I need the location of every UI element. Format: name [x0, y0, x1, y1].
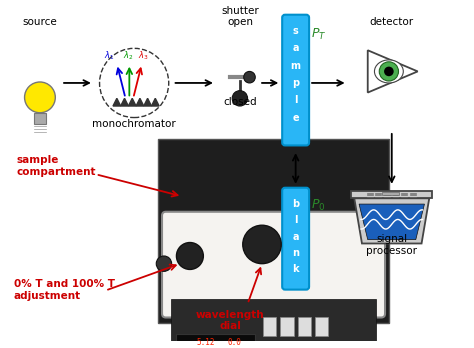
- FancyBboxPatch shape: [162, 212, 385, 317]
- Text: k: k: [292, 264, 299, 275]
- FancyBboxPatch shape: [163, 261, 384, 318]
- Text: n: n: [292, 248, 299, 258]
- FancyBboxPatch shape: [298, 317, 311, 336]
- Text: $\lambda_1$: $\lambda_1$: [104, 50, 114, 62]
- Circle shape: [100, 48, 169, 118]
- Polygon shape: [113, 98, 121, 106]
- Text: b: b: [292, 199, 299, 209]
- FancyBboxPatch shape: [382, 192, 400, 196]
- Circle shape: [379, 62, 399, 81]
- Text: closed: closed: [223, 97, 257, 107]
- Polygon shape: [144, 98, 152, 106]
- Text: $P_0$: $P_0$: [311, 198, 326, 213]
- Text: 0.0: 0.0: [228, 338, 241, 347]
- Text: shutter
open: shutter open: [221, 6, 259, 27]
- Text: source: source: [23, 17, 57, 27]
- Text: l: l: [294, 95, 297, 105]
- Text: 5.12: 5.12: [197, 338, 215, 347]
- FancyBboxPatch shape: [171, 299, 376, 342]
- Text: l: l: [294, 215, 297, 226]
- Circle shape: [244, 71, 255, 83]
- Text: m: m: [291, 61, 301, 71]
- Circle shape: [232, 90, 247, 106]
- Polygon shape: [152, 98, 159, 106]
- Polygon shape: [351, 191, 432, 198]
- FancyBboxPatch shape: [282, 188, 309, 290]
- Text: sample
compartment: sample compartment: [17, 155, 96, 177]
- FancyBboxPatch shape: [158, 139, 389, 323]
- Text: p: p: [292, 78, 299, 88]
- Text: a: a: [292, 44, 299, 53]
- Polygon shape: [354, 198, 429, 244]
- FancyBboxPatch shape: [34, 113, 46, 124]
- Text: a: a: [292, 232, 299, 242]
- Circle shape: [243, 225, 281, 264]
- Text: detector: detector: [370, 17, 414, 27]
- FancyBboxPatch shape: [282, 15, 309, 145]
- Ellipse shape: [374, 60, 403, 83]
- Polygon shape: [128, 98, 136, 106]
- Text: signal
processor: signal processor: [366, 235, 417, 256]
- Text: monochromator: monochromator: [92, 119, 176, 129]
- Text: $\lambda_2$: $\lambda_2$: [123, 50, 134, 62]
- FancyBboxPatch shape: [176, 334, 255, 348]
- FancyBboxPatch shape: [315, 317, 328, 336]
- Text: $P_T$: $P_T$: [311, 27, 327, 42]
- Text: wavelength
dial: wavelength dial: [196, 310, 264, 331]
- Circle shape: [25, 82, 55, 113]
- FancyBboxPatch shape: [280, 317, 294, 336]
- Circle shape: [156, 256, 172, 271]
- Circle shape: [384, 66, 394, 76]
- Polygon shape: [359, 204, 424, 240]
- Text: $\lambda_3$: $\lambda_3$: [138, 50, 149, 62]
- Text: 0% T and 100% T
adjustment: 0% T and 100% T adjustment: [14, 279, 115, 301]
- Text: s: s: [293, 26, 299, 36]
- Polygon shape: [121, 98, 128, 106]
- FancyBboxPatch shape: [263, 317, 276, 336]
- Polygon shape: [136, 98, 144, 106]
- Circle shape: [176, 243, 203, 269]
- Text: e: e: [292, 112, 299, 122]
